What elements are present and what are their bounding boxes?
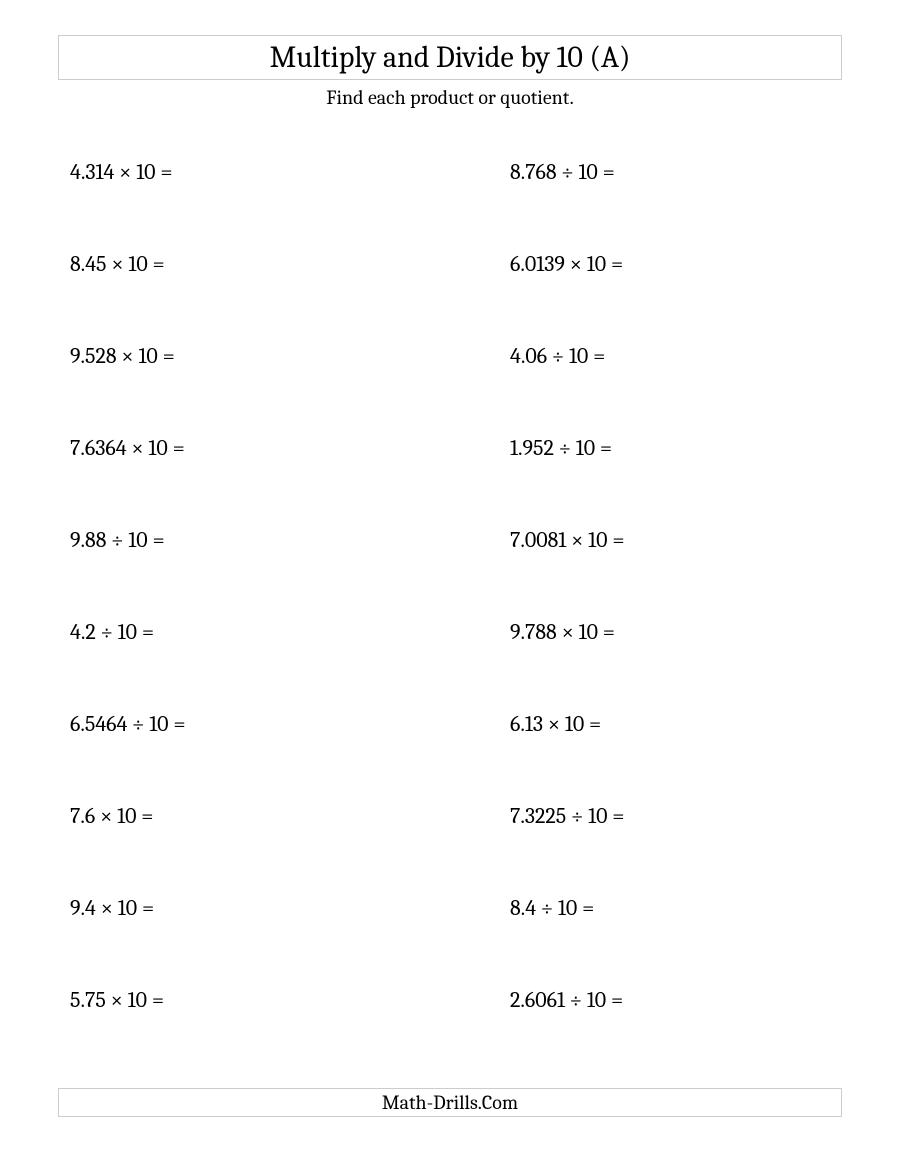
problem-right-0: 8.768 ÷ 10 = xyxy=(450,159,830,185)
problem-left-2: 9.528 × 10 = xyxy=(70,343,450,369)
problem-left-3: 7.6364 × 10 = xyxy=(70,435,450,461)
problem-left-6: 6.5464 ÷ 10 = xyxy=(70,711,450,737)
problem-right-4: 7.0081 × 10 = xyxy=(450,527,830,553)
footer-box: Math-Drills.Com xyxy=(58,1088,842,1117)
problem-right-7: 7.3225 ÷ 10 = xyxy=(450,803,830,829)
title-box: Multiply and Divide by 10 (A) xyxy=(58,35,842,80)
problem-left-9: 5.75 × 10 = xyxy=(70,987,450,1013)
problem-left-5: 4.2 ÷ 10 = xyxy=(70,619,450,645)
problem-right-5: 9.788 × 10 = xyxy=(450,619,830,645)
problem-left-1: 8.45 × 10 = xyxy=(70,251,450,277)
problem-right-2: 4.06 ÷ 10 = xyxy=(450,343,830,369)
problem-right-8: 8.4 ÷ 10 = xyxy=(450,895,830,921)
problem-left-7: 7.6 × 10 = xyxy=(70,803,450,829)
problem-left-8: 9.4 × 10 = xyxy=(70,895,450,921)
problem-right-9: 2.6061 ÷ 10 = xyxy=(450,987,830,1013)
problem-left-4: 9.88 ÷ 10 = xyxy=(70,527,450,553)
page-title: Multiply and Divide by 10 (A) xyxy=(59,40,841,75)
problems-grid: 4.314 × 10 = 8.768 ÷ 10 = 8.45 × 10 = 6.… xyxy=(50,159,850,1013)
footer-text: Math-Drills.Com xyxy=(382,1091,518,1114)
problem-right-3: 1.952 ÷ 10 = xyxy=(450,435,830,461)
problem-right-1: 6.0139 × 10 = xyxy=(450,251,830,277)
subtitle: Find each product or quotient. xyxy=(50,86,850,109)
problem-right-6: 6.13 × 10 = xyxy=(450,711,830,737)
problem-left-0: 4.314 × 10 = xyxy=(70,159,450,185)
